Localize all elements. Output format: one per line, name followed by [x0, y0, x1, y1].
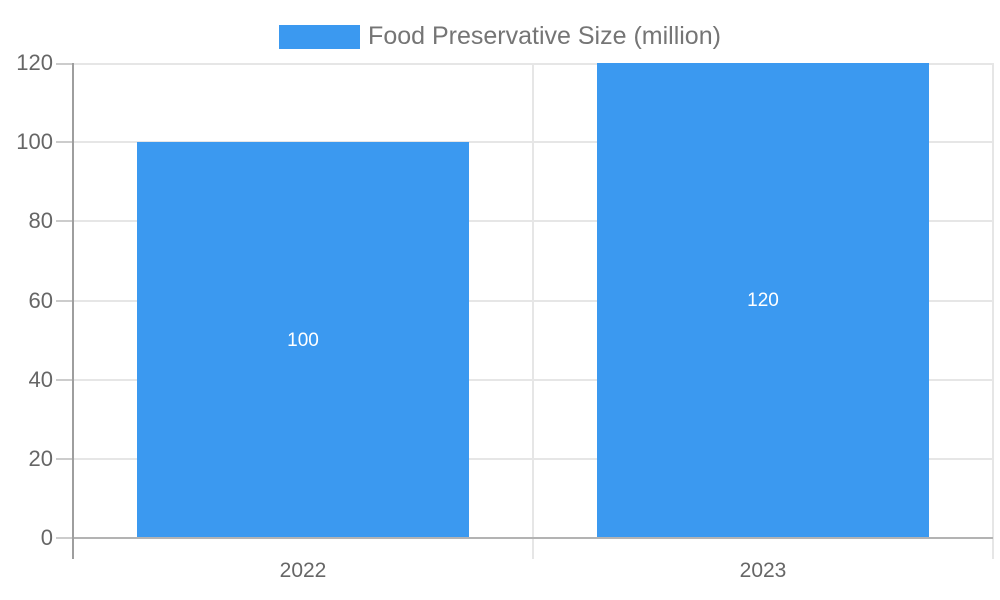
y-axis-tick	[56, 220, 73, 223]
x-axis-baseline	[73, 537, 993, 539]
y-axis-tick-label: 120	[16, 50, 53, 75]
y-axis-tick-label: 0	[40, 525, 53, 550]
y-axis-tick-label: 20	[28, 445, 53, 471]
plot-area: 0 20 40 60 80 100 120 100 2022 120 2023	[16, 52, 994, 581]
category-boundary-line	[532, 63, 534, 559]
y-axis-tick	[56, 378, 73, 381]
bar-2022[interactable]: 100	[137, 142, 469, 538]
gridline	[73, 141, 993, 144]
x-axis-label: 2022	[279, 559, 327, 582]
gridline	[73, 220, 993, 223]
category-boundary-line	[992, 63, 994, 559]
gridline	[73, 378, 993, 381]
gridline	[73, 63, 993, 65]
bar-2023[interactable]: 120	[597, 63, 929, 538]
y-axis-tick	[56, 299, 73, 302]
legend-swatch-icon	[279, 24, 361, 49]
x-axis-label: 2023	[739, 559, 787, 582]
y-axis-tick-label: 40	[28, 366, 53, 392]
gridline	[73, 457, 993, 460]
y-axis-tick	[56, 63, 73, 65]
bar-value-label: 100	[287, 329, 319, 351]
y-axis-tick	[56, 457, 73, 460]
chart-legend: Food Preservative Size (million)	[0, 24, 1000, 49]
y-axis-tick	[56, 537, 73, 539]
gridline	[73, 299, 993, 302]
legend-label: Food Preservative Size (million)	[368, 22, 721, 50]
bar-value-label: 120	[747, 290, 779, 311]
y-axis-line	[72, 63, 74, 559]
y-axis-tick-label: 100	[16, 129, 53, 155]
y-axis-tick	[56, 141, 73, 144]
y-axis-tick-label: 60	[28, 287, 53, 313]
y-axis-tick-label: 80	[28, 208, 53, 234]
